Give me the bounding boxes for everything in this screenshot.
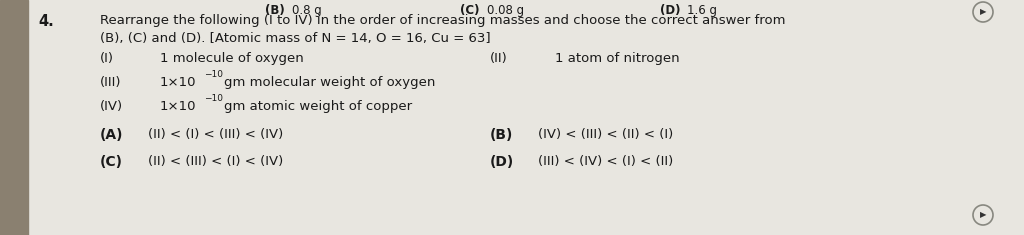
Text: (A): (A) xyxy=(100,128,124,142)
Bar xyxy=(0,0,28,235)
Text: 1.6 g: 1.6 g xyxy=(687,4,717,17)
Text: (III) < (IV) < (I) < (II): (III) < (IV) < (I) < (II) xyxy=(538,155,673,168)
Text: −10: −10 xyxy=(204,94,223,103)
Text: (III): (III) xyxy=(100,76,122,89)
Text: 1×10: 1×10 xyxy=(160,100,197,113)
Text: 0.8 g: 0.8 g xyxy=(292,4,322,17)
Text: (II): (II) xyxy=(490,52,508,65)
Text: 1 molecule of oxygen: 1 molecule of oxygen xyxy=(160,52,304,65)
Text: gm molecular weight of oxygen: gm molecular weight of oxygen xyxy=(224,76,435,89)
Text: (D): (D) xyxy=(660,4,681,17)
Text: (IV): (IV) xyxy=(100,100,123,113)
Text: 1 atom of nitrogen: 1 atom of nitrogen xyxy=(555,52,680,65)
Text: (II) < (I) < (III) < (IV): (II) < (I) < (III) < (IV) xyxy=(148,128,284,141)
Text: (II) < (III) < (I) < (IV): (II) < (III) < (I) < (IV) xyxy=(148,155,284,168)
Text: ▶: ▶ xyxy=(980,211,986,219)
Text: Rearrange the following (I to IV) in the order of increasing masses and choose t: Rearrange the following (I to IV) in the… xyxy=(100,14,785,27)
Text: (I): (I) xyxy=(100,52,114,65)
Text: (D): (D) xyxy=(490,155,514,169)
Text: gm atomic weight of copper: gm atomic weight of copper xyxy=(224,100,412,113)
Text: (B), (C) and (D). [Atomic mass of N = 14, O = 16, Cu = 63]: (B), (C) and (D). [Atomic mass of N = 14… xyxy=(100,32,490,45)
Text: 4.: 4. xyxy=(38,14,53,29)
Text: 1×10: 1×10 xyxy=(160,76,197,89)
Text: 0.08 g: 0.08 g xyxy=(487,4,524,17)
Text: (B): (B) xyxy=(490,128,513,142)
Text: (C): (C) xyxy=(100,155,123,169)
Text: ▶: ▶ xyxy=(980,8,986,16)
Text: (IV) < (III) < (II) < (I): (IV) < (III) < (II) < (I) xyxy=(538,128,673,141)
Text: (B): (B) xyxy=(265,4,285,17)
Text: −10: −10 xyxy=(204,70,223,79)
Text: (C): (C) xyxy=(460,4,479,17)
